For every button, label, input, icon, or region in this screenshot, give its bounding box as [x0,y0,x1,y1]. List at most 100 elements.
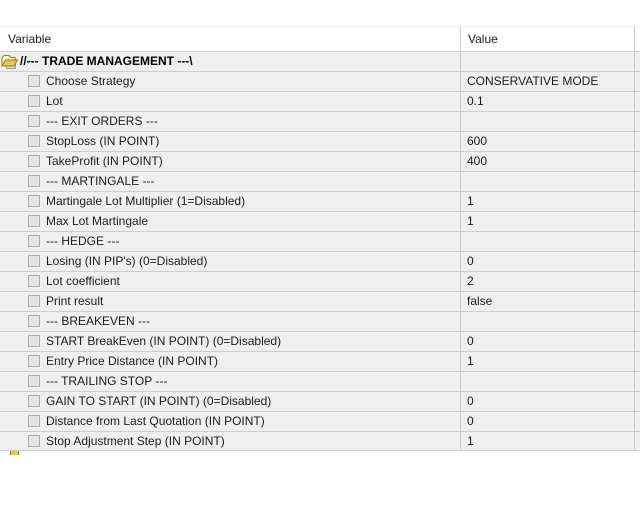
row-checkbox[interactable] [28,115,40,127]
row-stub [634,192,640,211]
variable-cell[interactable]: Martingale Lot Multiplier (1=Disabled) [0,192,460,211]
value-cell[interactable] [460,232,634,251]
row-checkbox[interactable] [28,155,40,167]
value-text: 1 [467,354,474,368]
row-stub [634,112,640,131]
variable-cell[interactable]: --- EXIT ORDERS --- [0,112,460,131]
variable-cell[interactable]: Entry Price Distance (IN POINT) [0,352,460,371]
variable-cell[interactable]: --- TRAILING STOP --- [0,372,460,391]
variable-cell[interactable]: Max Lot Martingale [0,212,460,231]
table-row[interactable]: Distance from Last Quotation (IN POINT) … [0,411,640,431]
table-row[interactable]: TakeProfit (IN POINT) 400 [0,151,640,171]
variable-label: --- TRAILING STOP --- [46,374,168,388]
value-cell[interactable]: 600 [460,132,634,151]
row-checkbox[interactable] [28,235,40,247]
table-row[interactable]: --- TRAILING STOP --- [0,371,640,391]
table-row[interactable]: Entry Price Distance (IN POINT) 1 [0,351,640,371]
value-cell[interactable]: 0 [460,392,634,411]
value-cell[interactable]: 0 [460,332,634,351]
variable-cell[interactable]: --- HEDGE --- [0,232,460,251]
table-row[interactable]: START BreakEven (IN POINT) (0=Disabled) … [0,331,640,351]
value-cell[interactable] [460,372,634,391]
row-checkbox[interactable] [28,415,40,427]
row-stub [634,132,640,151]
table-row[interactable]: Martingale Lot Multiplier (1=Disabled) 1 [0,191,640,211]
variable-cell[interactable]: --- BREAKEVEN --- [0,312,460,331]
table-row[interactable]: --- MARTINGALE --- [0,171,640,191]
variable-cell[interactable]: TakeProfit (IN POINT) [0,152,460,171]
row-checkbox[interactable] [28,315,40,327]
table-row[interactable]: Print result false [0,291,640,311]
value-text: 2 [467,274,474,288]
table-row[interactable]: --- HEDGE --- [0,231,640,251]
variable-cell[interactable]: //--- TRADE MANAGEMENT ---\ [0,52,460,71]
table-row[interactable]: Losing (IN PIP's) (0=Disabled) 0 [0,251,640,271]
variable-cell[interactable]: --- MARTINGALE --- [0,172,460,191]
row-stub [634,392,640,411]
value-cell[interactable]: CONSERVATIVE MODE [460,72,634,91]
row-checkbox[interactable] [28,335,40,347]
variable-cell[interactable]: START BreakEven (IN POINT) (0=Disabled) [0,332,460,351]
variable-cell[interactable]: Print result [0,292,460,311]
value-cell[interactable]: 2 [460,272,634,291]
value-cell[interactable]: 0.1 [460,92,634,111]
value-cell[interactable] [460,52,634,71]
table-row[interactable]: Max Lot Martingale 1 [0,211,640,231]
variable-cell[interactable]: Lot coefficient [0,272,460,291]
row-stub [634,212,640,231]
value-text: 1 [467,214,474,228]
table-row[interactable]: Choose Strategy CONSERVATIVE MODE [0,71,640,91]
variable-cell[interactable]: GAIN TO START (IN POINT) (0=Disabled) [0,392,460,411]
row-checkbox[interactable] [28,435,40,447]
variable-cell[interactable]: Lot [0,92,460,111]
table-row[interactable]: Stop Adjustment Step (IN POINT) 1 [0,431,640,451]
variable-cell[interactable]: Choose Strategy [0,72,460,91]
row-checkbox[interactable] [28,75,40,87]
variable-label: Martingale Lot Multiplier (1=Disabled) [46,194,246,208]
row-checkbox[interactable] [28,135,40,147]
value-cell[interactable]: 400 [460,152,634,171]
value-cell[interactable]: false [460,292,634,311]
row-checkbox[interactable] [28,375,40,387]
variable-label: Print result [46,294,104,308]
variable-cell[interactable]: Stop Adjustment Step (IN POINT) [0,432,460,450]
table-row[interactable]: --- EXIT ORDERS --- [0,111,640,131]
row-checkbox[interactable] [28,275,40,287]
row-checkbox[interactable] [28,395,40,407]
value-cell[interactable]: 1 [460,212,634,231]
row-stub [634,372,640,391]
row-checkbox[interactable] [28,175,40,187]
variable-label: --- HEDGE --- [46,234,120,248]
variable-cell[interactable]: StopLoss (IN POINT) [0,132,460,151]
table-row[interactable]: StopLoss (IN POINT) 600 [0,131,640,151]
ea-inputs-table: Variable Value //--- TRADE MANAGEMENT --… [0,26,640,455]
value-cell[interactable]: 1 [460,352,634,371]
variable-label: Choose Strategy [46,74,136,88]
value-text: 1 [467,194,474,208]
value-cell[interactable]: 0 [460,252,634,271]
variable-label: //--- TRADE MANAGEMENT ---\ [20,54,193,68]
row-checkbox[interactable] [28,195,40,207]
value-cell[interactable]: 0 [460,412,634,431]
table-row[interactable]: GAIN TO START (IN POINT) (0=Disabled) 0 [0,391,640,411]
row-checkbox[interactable] [28,295,40,307]
value-cell[interactable] [460,112,634,131]
value-cell[interactable]: 1 [460,192,634,211]
value-text: 0.1 [467,94,484,108]
row-checkbox[interactable] [28,355,40,367]
table-row[interactable]: Lot coefficient 2 [0,271,640,291]
table-row[interactable]: Lot 0.1 [0,91,640,111]
variable-cell[interactable]: Distance from Last Quotation (IN POINT) [0,412,460,431]
value-text: 0 [467,414,474,428]
row-checkbox[interactable] [28,95,40,107]
row-checkbox[interactable] [28,215,40,227]
table-row[interactable]: //--- TRADE MANAGEMENT ---\ [0,51,640,71]
value-cell[interactable] [460,172,634,191]
value-cell[interactable] [460,312,634,331]
value-cell[interactable]: 1 [460,432,634,450]
variable-cell[interactable]: Losing (IN PIP's) (0=Disabled) [0,252,460,271]
row-checkbox[interactable] [28,255,40,267]
table-row[interactable]: --- BREAKEVEN --- [0,311,640,331]
row-stub [634,232,640,251]
variable-label: TakeProfit (IN POINT) [46,154,163,168]
